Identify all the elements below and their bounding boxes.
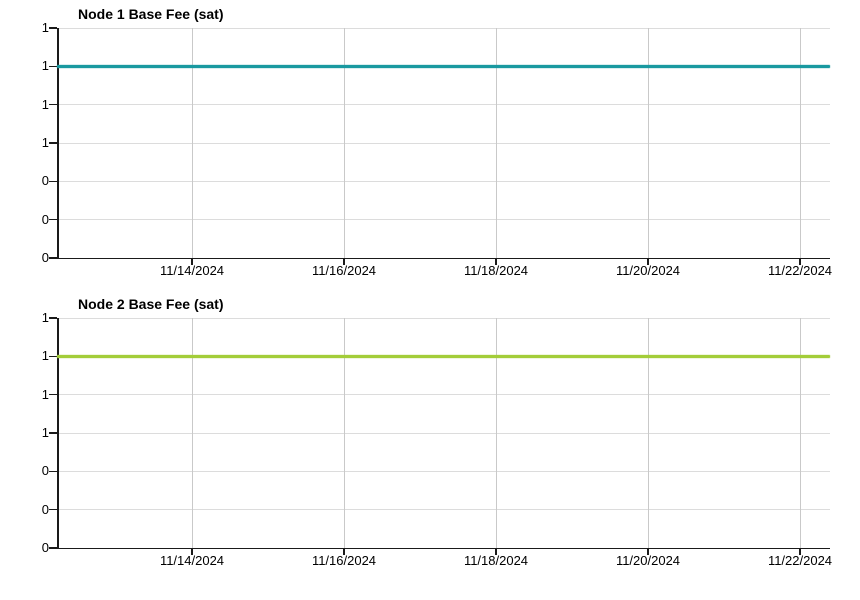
gridline-horizontal [57,104,830,106]
y-tick-mark [49,317,57,319]
y-tick-mark [49,432,57,434]
y-tick-mark [49,393,57,396]
gridline-horizontal [57,432,830,434]
plot-area: 11/14/2024 11/16/2024 11/18/2024 11/20/2024… [49,317,832,568]
x-axis-line [57,257,830,259]
x-axis-line [57,547,830,549]
y-axis-line [57,318,59,549]
y-tick-label: 1 [41,310,49,325]
gridline-horizontal [57,509,830,511]
y-tick-mark [49,65,57,68]
y-tick-label: 1 [41,96,49,112]
x-tick-mark [799,259,801,265]
y-tick-mark [49,27,57,29]
x-tick-label: 11/20/2024 [615,263,681,278]
gridline-vertical [799,318,801,548]
chart-title: Node 1 Base Fee (sat) [78,6,224,22]
x-tick-label: 11/22/2024 [767,263,833,278]
y-tick-label: 1 [41,58,49,74]
x-tick-mark [799,549,801,555]
y-tick-label: 1 [41,425,49,440]
gridline-vertical [495,28,497,258]
y-tick-label: 1 [41,348,49,364]
y-tick-mark [49,547,57,549]
y-tick-label: 1 [41,135,49,150]
gridline-vertical [647,318,649,548]
chart-title: Node 2 Base Fee (sat) [78,296,224,312]
y-tick-mark [49,257,57,259]
gridline-horizontal [57,142,830,144]
y-tick-label: 1 [41,386,49,402]
x-tick-label: 11/22/2024 [767,553,833,568]
gridline-vertical [799,28,801,258]
y-tick-mark [49,470,57,473]
x-tick-label: 11/16/2024 [311,263,377,278]
y-tick-mark [49,180,57,183]
gridline-vertical [495,318,497,548]
y-tick-mark [49,508,57,511]
y-tick-label: 1 [41,20,49,35]
x-tick-mark [647,259,649,265]
gridline-horizontal [57,219,830,221]
y-tick-mark [49,142,57,144]
y-tick-label: 0 [41,501,49,517]
series-line [57,64,830,68]
gridline-horizontal [57,394,830,396]
y-tick-label: 0 [41,250,49,265]
y-axis-line [57,28,59,259]
x-tick-label: 11/14/2024 [159,263,225,278]
gridline-horizontal [57,180,830,182]
x-tick-label: 11/16/2024 [311,553,377,568]
y-tick-label: 0 [41,211,49,227]
gridline-horizontal [57,27,830,29]
x-tick-label: 11/20/2024 [615,553,681,568]
x-tick-mark [495,549,497,555]
x-tick-label: 11/18/2024 [463,553,529,568]
y-tick-mark [49,218,57,221]
x-tick-mark [191,549,193,555]
gridline-vertical [343,28,345,258]
y-tick-mark [49,355,57,358]
y-tick-label: 0 [41,173,49,189]
node1-base-fee-chart: Node 1 Base Fee (sat) 11/14/2024 11/16/20… [0,0,860,290]
plot-area: 11/14/2024 11/16/2024 11/18/2024 11/20/2024… [49,27,832,278]
y-tick-label: 0 [41,540,49,555]
x-tick-mark [495,259,497,265]
gridline-vertical [191,28,193,258]
gridline-horizontal [57,317,830,319]
x-tick-label: 11/14/2024 [159,553,225,568]
gridline-vertical [343,318,345,548]
y-tick-label: 0 [41,463,49,479]
x-tick-mark [191,259,193,265]
series-line [57,354,830,358]
node2-base-fee-chart: Node 2 Base Fee (sat) 11/14/2024 11/16/20… [0,290,860,580]
x-tick-mark [343,259,345,265]
y-tick-mark [49,103,57,106]
x-tick-label: 11/18/2024 [463,263,529,278]
gridline-vertical [647,28,649,258]
gridline-horizontal [57,470,830,472]
gridline-vertical [191,318,193,548]
x-tick-mark [343,549,345,555]
x-tick-mark [647,549,649,555]
